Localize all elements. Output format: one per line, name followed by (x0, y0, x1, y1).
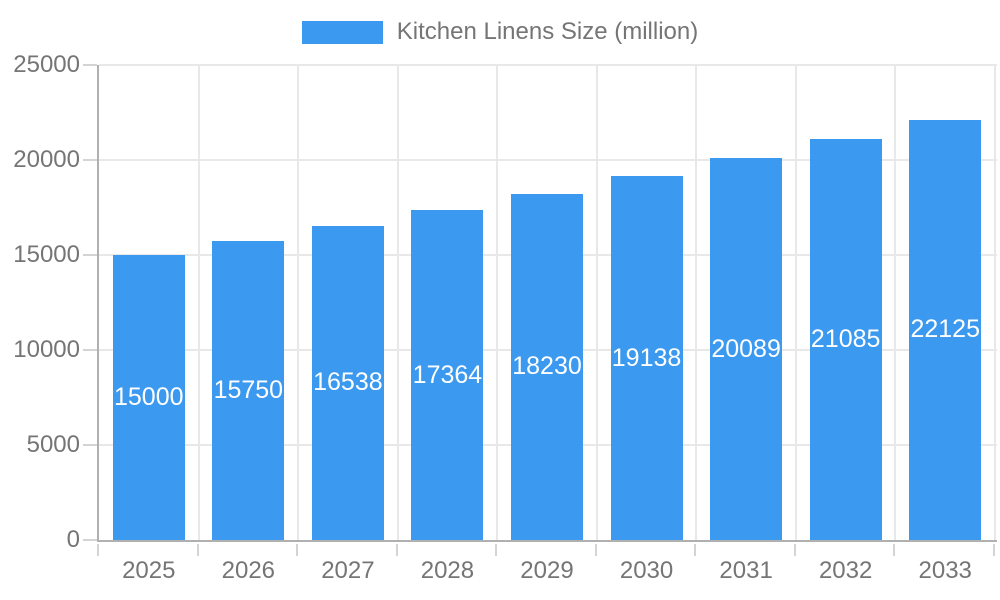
x-axis-tick (97, 544, 99, 556)
x-axis-tick-label: 2027 (321, 557, 375, 584)
bar-value-label: 17364 (412, 360, 483, 389)
gridline-vertical (894, 65, 897, 540)
x-axis-tick (296, 544, 299, 556)
x-axis-tick (395, 544, 398, 556)
x-axis-tick (793, 544, 796, 556)
y-axis-tick (83, 159, 97, 161)
bar-2031: 20089 (710, 158, 783, 540)
bar-value-label: 21085 (810, 325, 881, 354)
bar-value-label: 16538 (313, 368, 383, 397)
legend-item[interactable]: Kitchen Linens Size (million) (301, 18, 699, 46)
gridline-vertical (396, 65, 399, 540)
plot-area: 15000 15750 16538 17364 18230 19138 20089 21085… (97, 64, 997, 542)
x-axis-tick (594, 544, 597, 556)
y-axis-tick-label: 5000 (26, 431, 80, 458)
x-axis-tick-label: 2029 (520, 557, 574, 584)
bar-2032: 21085 (809, 139, 882, 540)
x-axis-tick-label: 2028 (420, 557, 475, 584)
y-axis-tick (83, 539, 97, 541)
y-axis-tick (83, 444, 97, 446)
bar-2030: 19138 (610, 176, 683, 540)
bar-2025: 15000 (112, 255, 185, 540)
bar-2029: 18230 (511, 193, 583, 540)
gridline-vertical (496, 65, 499, 540)
legend: Kitchen Linens Size (million) (0, 18, 1000, 46)
legend-label: Kitchen Linens Size (million) (396, 18, 699, 45)
y-axis-tick-label: 0 (66, 526, 80, 553)
y-axis-tick-label: 10000 (13, 336, 80, 363)
gridline-vertical (297, 65, 300, 540)
bar-value-label: 19138 (611, 343, 682, 372)
gridline-vertical (695, 65, 698, 540)
x-axis-tick (495, 544, 498, 556)
gridline-vertical (994, 65, 996, 540)
x-axis-tick-label: 2031 (719, 557, 773, 584)
bar-2028: 17364 (411, 210, 484, 540)
bar-2027: 16538 (311, 225, 384, 540)
x-axis-tick-label: 2025 (122, 557, 176, 584)
y-axis-tick (83, 254, 97, 256)
bar-value-label: 22125 (910, 315, 980, 344)
bar-2033: 22125 (909, 119, 982, 540)
x-axis-tick-label: 2030 (619, 557, 674, 584)
x-axis-tick-label: 2026 (221, 557, 276, 584)
gridline-vertical (794, 65, 797, 540)
bar-2026: 15750 (212, 240, 285, 540)
y-axis-tick-label: 25000 (13, 51, 80, 78)
x-axis-tick (196, 544, 199, 556)
y-axis-tick (83, 64, 97, 66)
x-axis-tick-label: 2032 (818, 557, 873, 584)
x-axis-tick-label: 2033 (918, 557, 972, 584)
gridline-vertical (595, 65, 598, 540)
bar-value-label: 20089 (711, 334, 781, 363)
bar-value-label: 15750 (213, 375, 284, 404)
gridline-horizontal (99, 159, 997, 161)
x-axis-tick (694, 544, 697, 556)
bar-value-label: 15000 (114, 383, 184, 411)
gridline-horizontal (99, 64, 997, 66)
gridline-vertical (197, 65, 200, 540)
bar-value-label: 18230 (512, 352, 582, 381)
x-axis-tick (993, 544, 995, 556)
y-axis-tick (83, 349, 97, 351)
legend-swatch (301, 20, 383, 44)
x-axis-tick (893, 544, 896, 556)
y-axis-tick-label: 20000 (13, 146, 80, 173)
y-axis-tick-label: 15000 (13, 241, 80, 268)
